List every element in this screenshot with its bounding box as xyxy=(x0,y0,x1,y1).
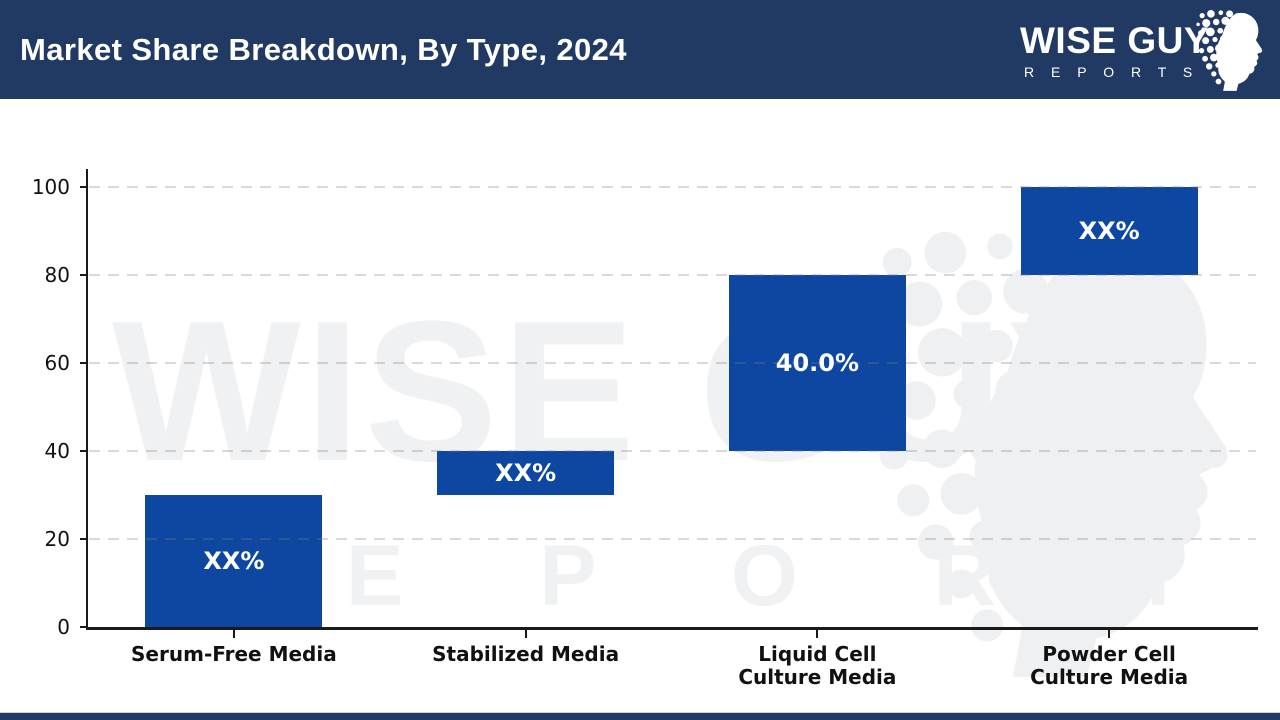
footer-bar xyxy=(0,712,1280,720)
category-label: Stabilized Media xyxy=(432,642,620,666)
bar-value-label: XX% xyxy=(1078,217,1140,245)
y-tick-label: 80 xyxy=(44,263,70,287)
y-tick-label: 0 xyxy=(57,615,70,639)
gridline xyxy=(89,362,1256,364)
y-tick xyxy=(80,186,88,188)
y-tick xyxy=(80,626,88,628)
y-tick xyxy=(80,274,88,276)
y-tick-label: 40 xyxy=(44,439,70,463)
bar xyxy=(437,451,615,495)
page-title: Market Share Breakdown, By Type, 2024 xyxy=(20,31,627,67)
bar-value-label: XX% xyxy=(203,547,265,575)
category-label: Serum-Free Media xyxy=(131,642,337,666)
bar xyxy=(728,275,906,451)
bar-value-label: 40.0% xyxy=(775,349,860,377)
watermark-head-icon xyxy=(860,231,1228,677)
gridline xyxy=(89,274,1256,276)
bar-value-label: XX% xyxy=(495,459,557,487)
y-tick-label: 60 xyxy=(44,351,70,375)
logo-wordmark: WISE GUY xyxy=(1020,20,1209,61)
y-tick xyxy=(80,450,88,452)
y-axis xyxy=(86,169,88,629)
logo-subtitle: R E P O R T S xyxy=(1024,64,1199,80)
y-tick xyxy=(80,538,88,540)
x-axis xyxy=(86,627,1258,630)
gridline xyxy=(89,450,1256,452)
x-tick xyxy=(816,630,819,638)
y-tick xyxy=(80,362,88,364)
y-tick-label: 20 xyxy=(44,527,70,551)
bar xyxy=(145,495,323,627)
category-label: Powder Cell Culture Media xyxy=(1030,642,1189,689)
chart-area: WISE GUY R E P O R T S 020406080100XX%Se… xyxy=(0,99,1280,713)
x-tick xyxy=(232,630,235,638)
gridline xyxy=(89,186,1256,188)
wise-guy-reports-logo: WISE GUY R E P O R T S xyxy=(1020,9,1263,91)
x-tick xyxy=(524,630,527,638)
x-tick xyxy=(1108,630,1111,638)
category-label: Liquid Cell Culture Media xyxy=(738,642,897,689)
bar xyxy=(1020,187,1198,275)
header: Market Share Breakdown, By Type, 2024 WI… xyxy=(0,0,1280,99)
y-tick-label: 100 xyxy=(31,175,70,199)
gridline xyxy=(89,538,1256,540)
